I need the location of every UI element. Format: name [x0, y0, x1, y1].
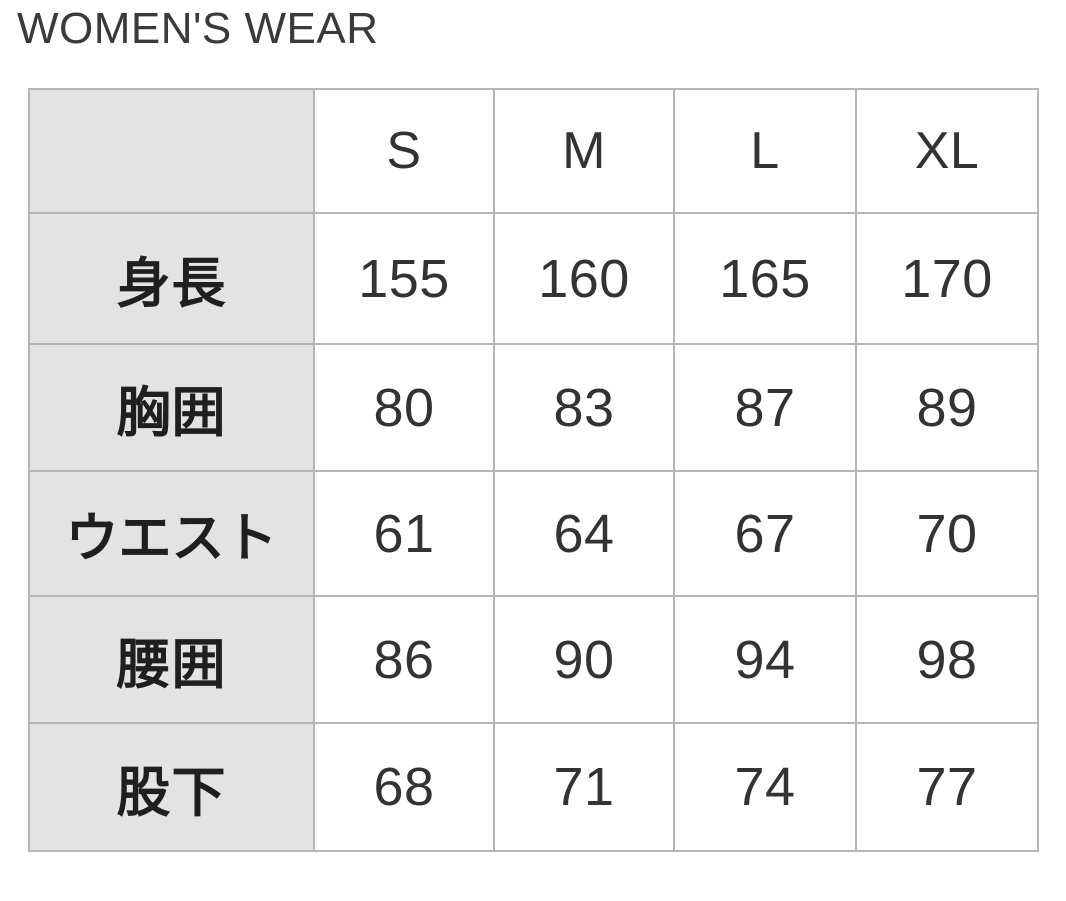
cell-waist-s: 61	[313, 470, 495, 597]
header-row: S M L XL	[28, 88, 1039, 214]
cell-inseam-l: 74	[673, 722, 857, 852]
cell-height-s: 155	[313, 212, 495, 345]
cell-bust-s: 80	[313, 343, 495, 472]
cell-height-xl: 170	[855, 212, 1039, 345]
size-chart-table: S M L XL 身長 155 160 165 170 胸囲 80 83 87 …	[28, 88, 1039, 852]
cell-bust-l: 87	[673, 343, 857, 472]
cell-waist-m: 64	[493, 470, 675, 597]
table-row: ウエスト 61 64 67 70	[28, 470, 1039, 597]
column-header-l: L	[673, 88, 857, 214]
cell-hip-m: 90	[493, 595, 675, 724]
row-label-bust: 胸囲	[28, 343, 315, 472]
column-header-xl: XL	[855, 88, 1039, 214]
cell-height-l: 165	[673, 212, 857, 345]
table-row: 身長 155 160 165 170	[28, 212, 1039, 345]
page-title: WOMEN'S WEAR	[17, 4, 379, 53]
table-header: S M L XL	[28, 88, 1039, 214]
column-header-s: S	[313, 88, 495, 214]
table-row: 股下 68 71 74 77	[28, 722, 1039, 852]
row-label-inseam: 股下	[28, 722, 315, 852]
cell-height-m: 160	[493, 212, 675, 345]
column-header-m: M	[493, 88, 675, 214]
row-label-waist: ウエスト	[28, 470, 315, 597]
cell-bust-m: 83	[493, 343, 675, 472]
cell-waist-xl: 70	[855, 470, 1039, 597]
cell-waist-l: 67	[673, 470, 857, 597]
row-label-hip: 腰囲	[28, 595, 315, 724]
row-label-height: 身長	[28, 212, 315, 345]
cell-inseam-m: 71	[493, 722, 675, 852]
cell-inseam-xl: 77	[855, 722, 1039, 852]
table-row: 腰囲 86 90 94 98	[28, 595, 1039, 724]
cell-bust-xl: 89	[855, 343, 1039, 472]
header-corner-cell	[28, 88, 315, 214]
cell-hip-xl: 98	[855, 595, 1039, 724]
table-body: 身長 155 160 165 170 胸囲 80 83 87 89 ウエスト 6…	[28, 212, 1039, 852]
cell-inseam-s: 68	[313, 722, 495, 852]
cell-hip-s: 86	[313, 595, 495, 724]
table-row: 胸囲 80 83 87 89	[28, 343, 1039, 472]
cell-hip-l: 94	[673, 595, 857, 724]
